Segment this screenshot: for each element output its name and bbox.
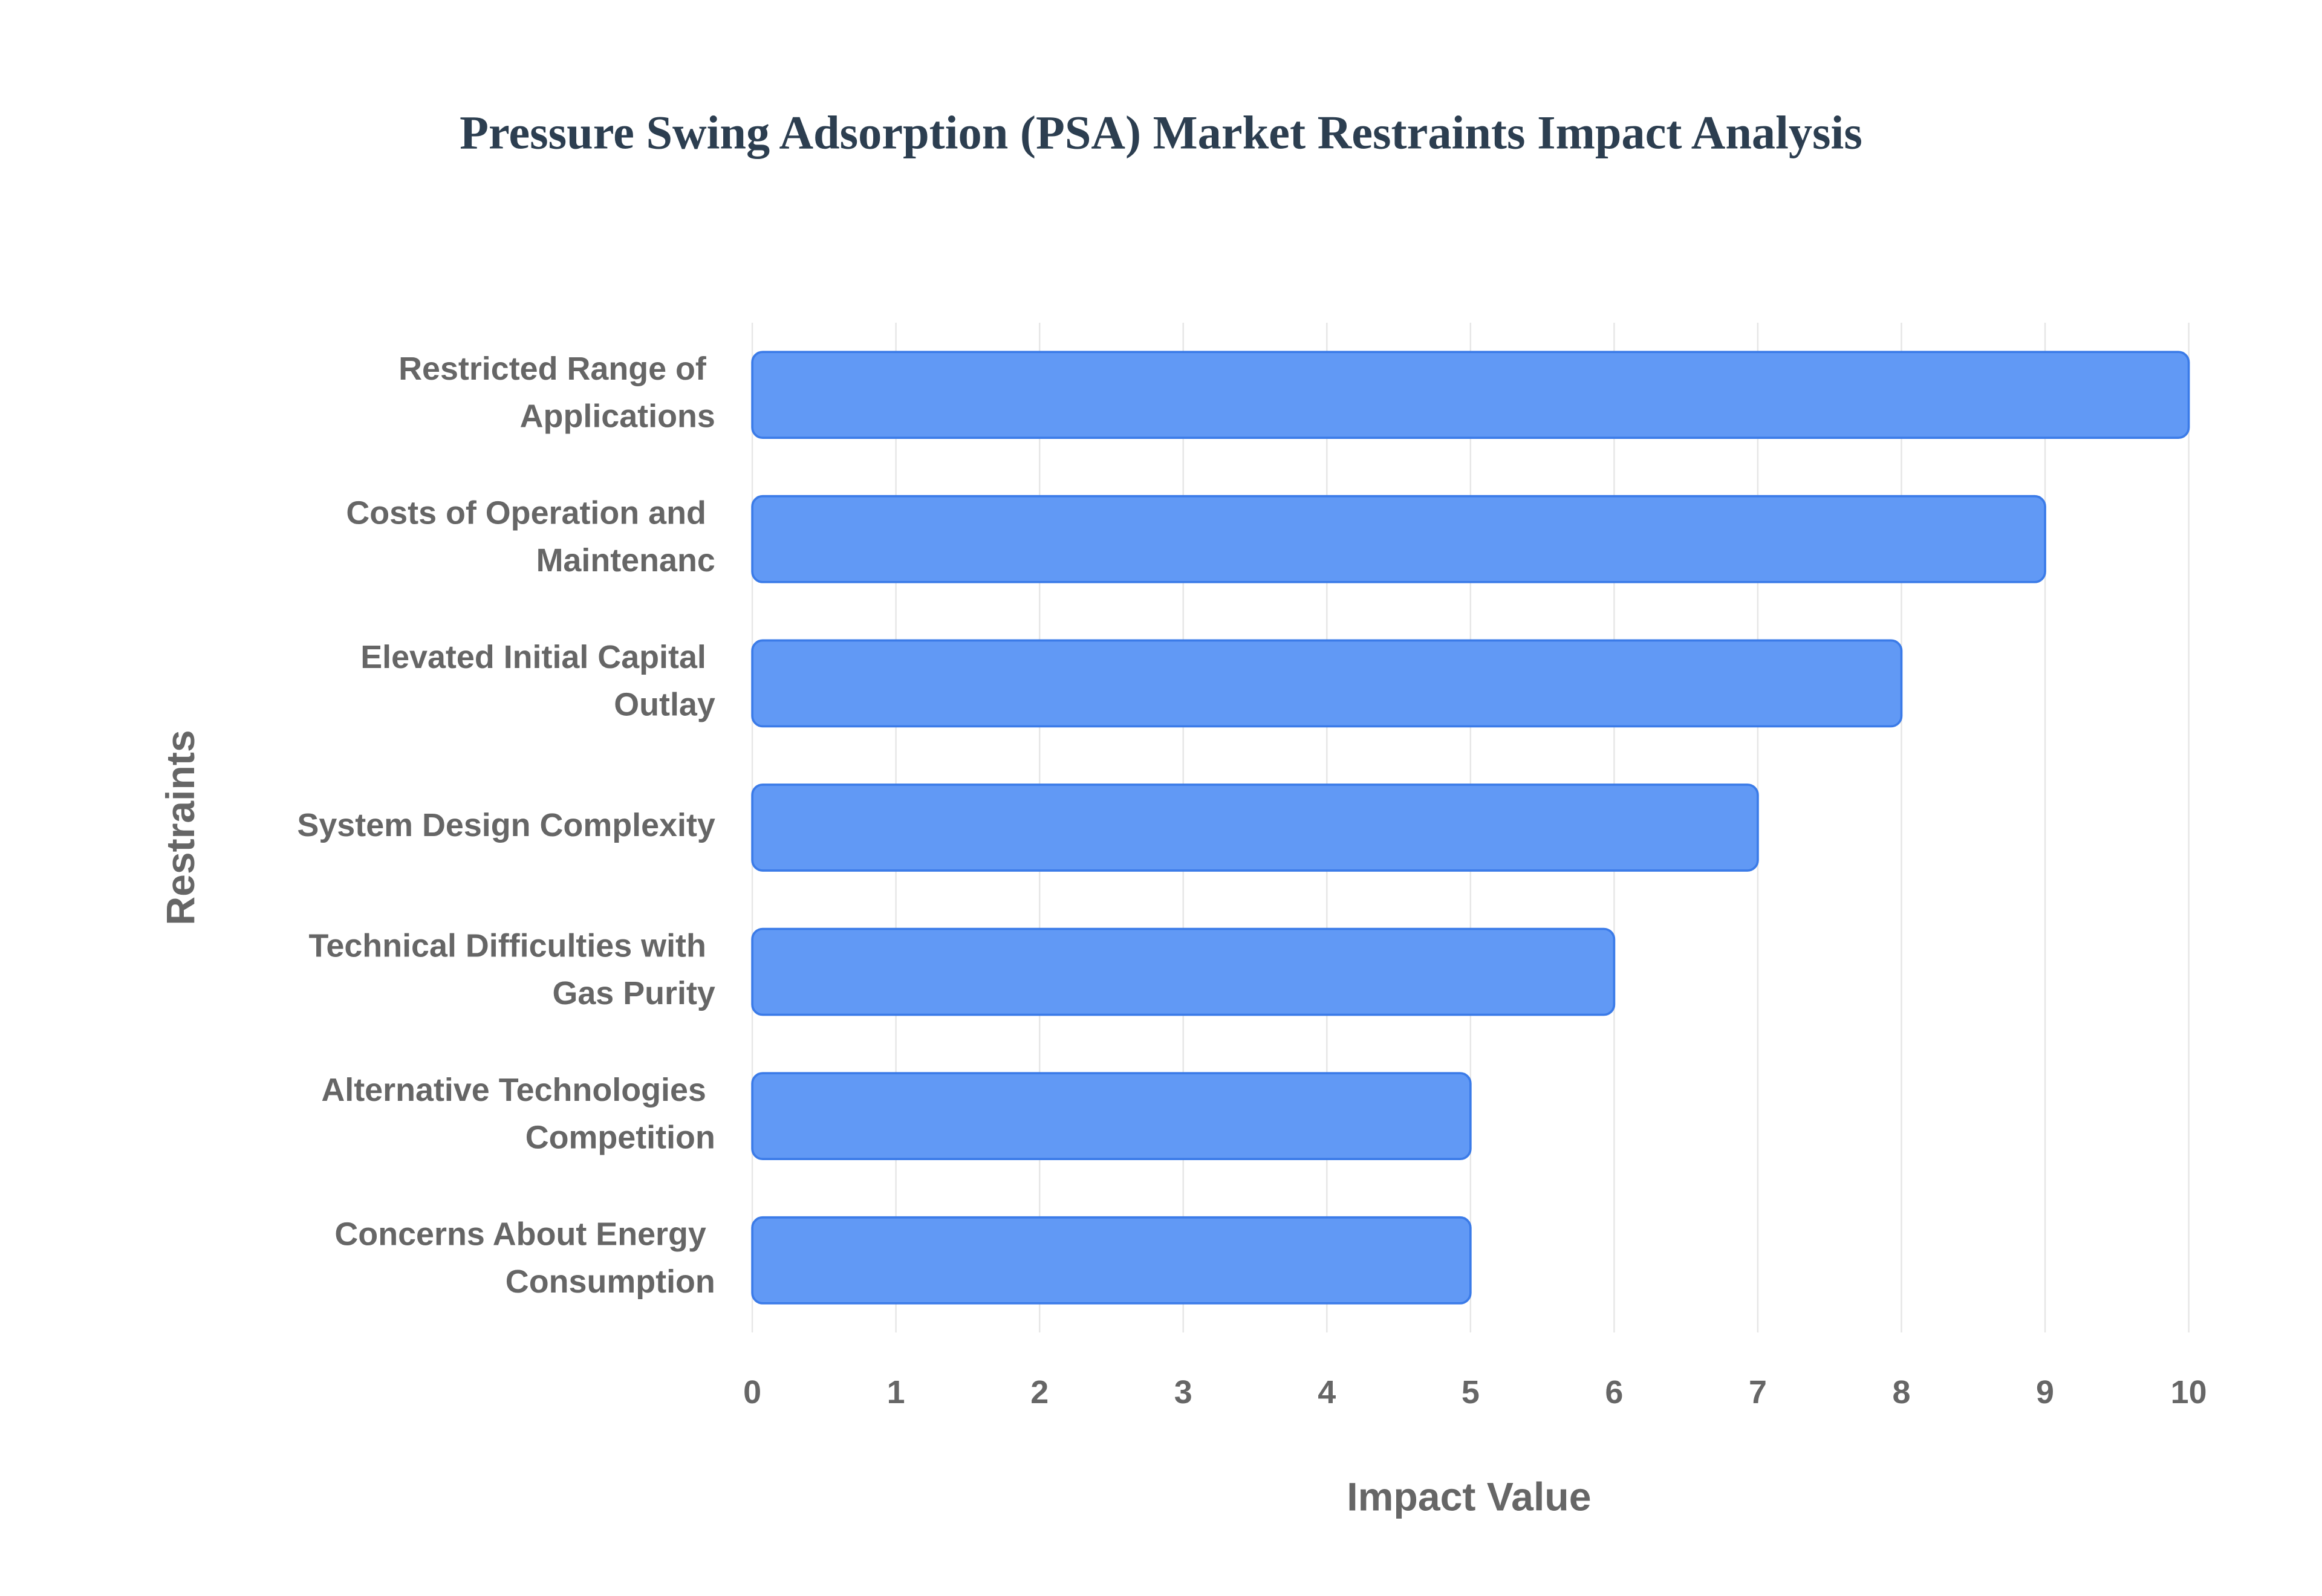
y-tick-label: Concerns About Energy Consumption xyxy=(334,1216,715,1300)
x-tick-label: 6 xyxy=(1605,1374,1623,1410)
bar xyxy=(751,1072,1472,1161)
bar xyxy=(751,495,2046,583)
x-tick-label: 0 xyxy=(743,1374,761,1410)
bar xyxy=(751,783,1759,872)
chart-title: Pressure Swing Adsorption (PSA) Market R… xyxy=(460,106,1862,159)
y-tick-label: Elevated Initial Capital Outlay xyxy=(360,639,715,722)
x-tick-label: 2 xyxy=(1030,1374,1049,1410)
x-tick-label: 3 xyxy=(1174,1374,1192,1410)
x-tick-label: 7 xyxy=(1749,1374,1767,1410)
y-tick-label: Technical Difficulties with Gas Purity xyxy=(308,928,715,1011)
y-tick-label: Alternative Technologies Competition xyxy=(321,1072,715,1155)
x-tick-label: 9 xyxy=(2036,1374,2054,1410)
y-tick-label: Costs of Operation and Maintenanc xyxy=(346,495,715,579)
x-tick-label: 4 xyxy=(1318,1374,1336,1410)
x-tick-label: 5 xyxy=(1462,1374,1480,1410)
bar xyxy=(751,1216,1472,1305)
bar xyxy=(751,639,1903,728)
x-tick-label: 8 xyxy=(1893,1374,1911,1410)
x-tick-label: 10 xyxy=(2171,1374,2207,1410)
x-tick-label: 1 xyxy=(887,1374,905,1410)
bar xyxy=(751,351,2190,440)
x-axis-title: Impact Value xyxy=(1347,1474,1591,1519)
bar xyxy=(751,927,1616,1016)
y-axis-title: Restraints xyxy=(158,730,203,925)
y-tick-label: Restricted Range of Applications xyxy=(398,351,715,434)
y-tick-label: System Design Complexity xyxy=(297,807,715,843)
